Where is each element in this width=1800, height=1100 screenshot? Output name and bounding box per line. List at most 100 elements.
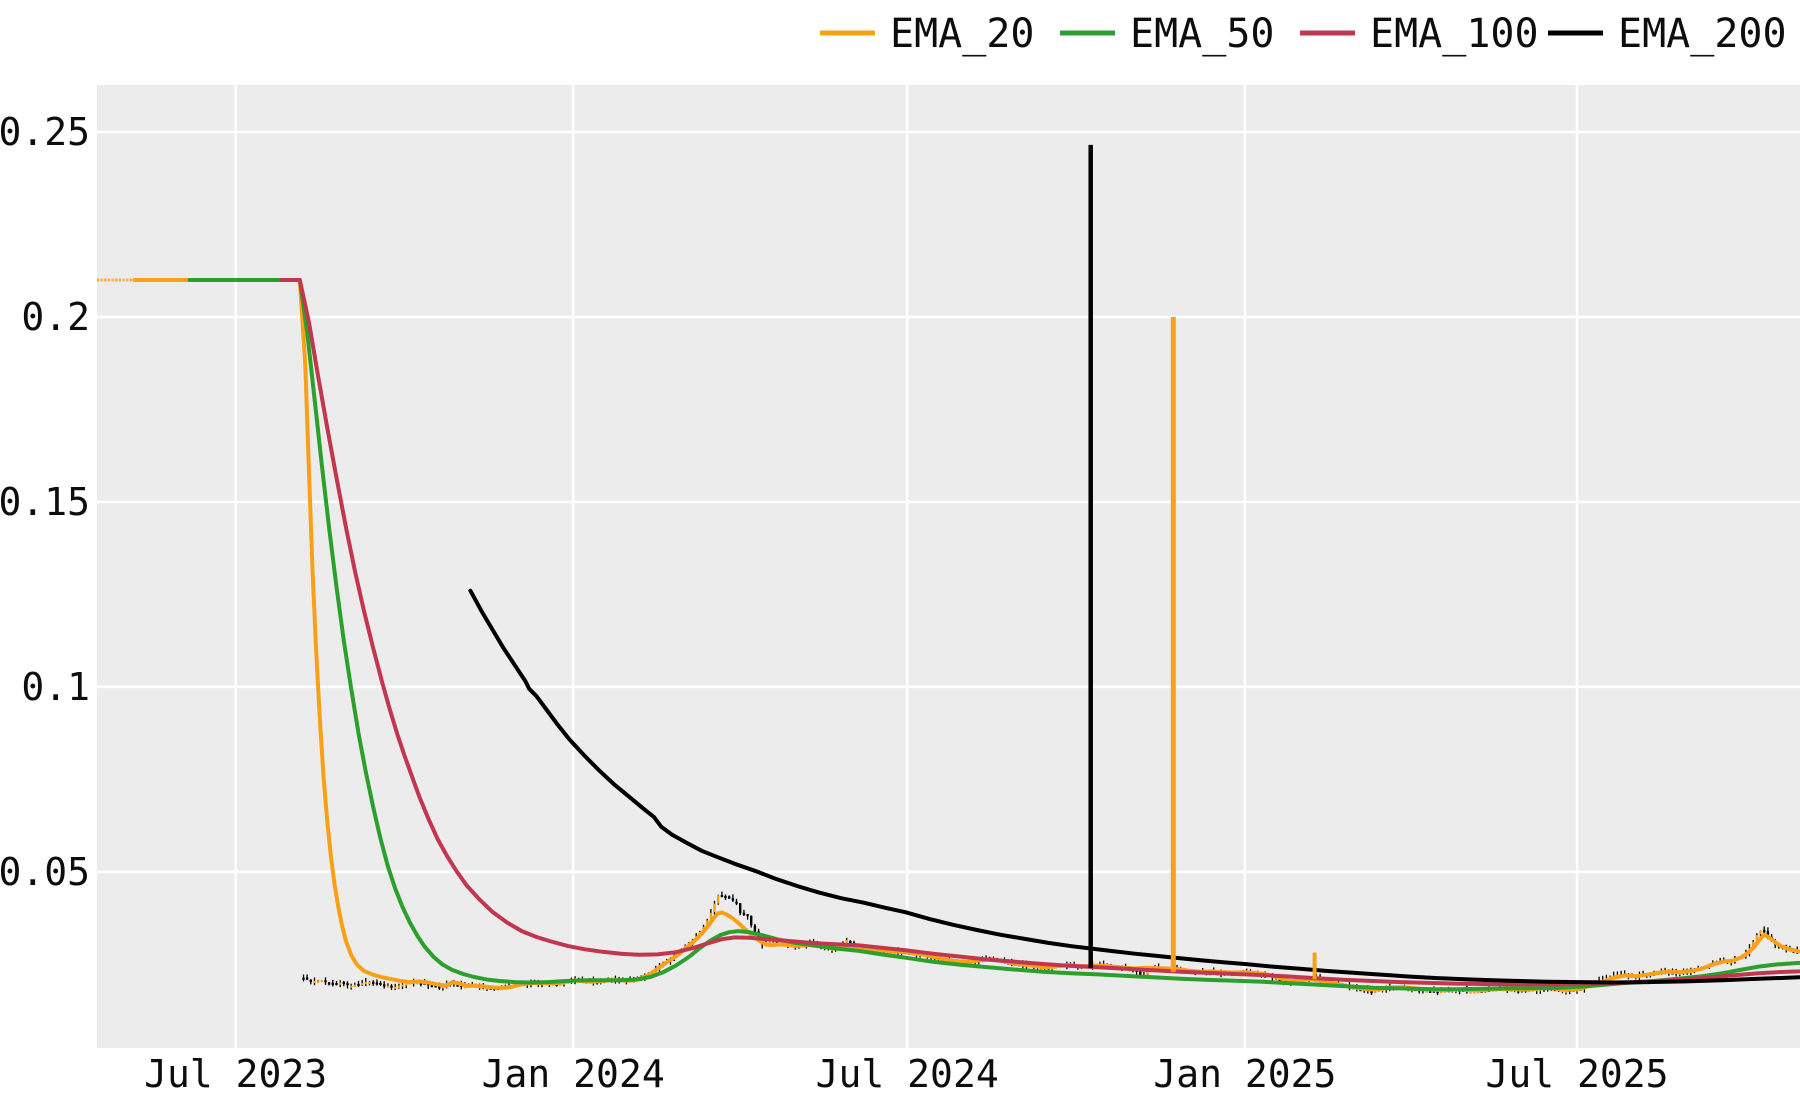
candle-body	[713, 903, 716, 913]
candle-body	[849, 940, 852, 944]
candle-body	[1755, 935, 1759, 942]
x-tick-label: Jul 2023	[144, 1052, 327, 1096]
candle-body	[1278, 979, 1281, 982]
candle-body	[750, 915, 753, 926]
candle-body	[456, 984, 459, 987]
candle-body	[331, 982, 334, 985]
candle-body	[746, 914, 749, 917]
candle	[115, 278, 118, 282]
candle-body	[1374, 990, 1377, 994]
candle-body	[1370, 991, 1373, 994]
candle	[107, 278, 111, 282]
candle-body	[361, 983, 364, 986]
candle	[129, 278, 133, 282]
candle-body	[739, 903, 742, 914]
y-tick-label: 0.05	[0, 850, 90, 894]
candle-body	[731, 898, 735, 901]
candle-body	[438, 986, 441, 989]
legend-label-ema20: EMA_20	[890, 11, 1035, 57]
x-tick-label: Jul 2024	[816, 1052, 999, 1096]
candle	[100, 278, 103, 282]
candle-body	[342, 981, 345, 985]
candle-body	[324, 980, 327, 983]
legend: EMA_20 EMA_50 EMA_100 EMA_200	[820, 11, 1787, 57]
candle-body	[350, 985, 353, 988]
candle-body	[372, 981, 375, 984]
candle-body	[1766, 931, 1770, 938]
candle-body	[720, 895, 724, 898]
ema_200-line	[468, 588, 1800, 985]
candle-body	[397, 985, 401, 988]
plot-background	[97, 85, 1800, 1048]
candle-body	[434, 985, 437, 988]
legend-label-ema50: EMA_50	[1130, 11, 1275, 57]
candle-body	[1752, 941, 1755, 948]
candle-body	[728, 896, 731, 899]
candle-body	[320, 979, 323, 983]
candle-body	[390, 985, 393, 988]
candle-body	[405, 983, 408, 986]
candle	[97, 278, 100, 282]
candle	[126, 278, 129, 282]
spike-marks	[1088, 144, 1317, 980]
candle-body	[379, 982, 382, 985]
candle-body	[357, 983, 360, 987]
candle-body	[1040, 967, 1043, 970]
candle-body	[364, 981, 367, 985]
ema_100-line	[279, 278, 1800, 987]
candle-body	[302, 977, 305, 980]
x-axis-tick-labels: Jul 2023 Jan 2024 Jul 2024 Jan 2025 Jul 2025	[144, 1052, 1668, 1096]
candle-body	[1473, 991, 1476, 994]
candle-body	[383, 984, 386, 987]
candle-body	[386, 985, 390, 988]
candle	[111, 278, 114, 282]
candle-body	[706, 920, 709, 926]
candle-body	[735, 901, 738, 904]
candle-body	[1436, 991, 1439, 994]
legend-label-ema100: EMA_100	[1370, 11, 1539, 57]
candle-body	[1759, 930, 1762, 935]
candle-body	[346, 983, 349, 986]
candle-body	[1440, 991, 1443, 994]
legend-label-ema200: EMA_200	[1618, 11, 1787, 57]
candle-body	[1763, 929, 1766, 933]
x-tick-label: Jan 2025	[1153, 1052, 1336, 1096]
y-tick-label: 0.25	[0, 110, 90, 154]
candle-body	[316, 980, 320, 983]
candle-body	[368, 981, 371, 984]
candle-body	[724, 895, 727, 899]
candle-body	[394, 986, 397, 989]
y-tick-label: 0.1	[21, 665, 90, 709]
candle-body	[419, 982, 423, 985]
candle-body	[339, 982, 342, 985]
y-tick-label: 0.15	[0, 480, 90, 524]
candle-body	[1146, 970, 1149, 975]
candle-body	[845, 940, 848, 945]
y-axis-tick-labels: 0.25 0.2 0.15 0.1 0.05	[0, 110, 90, 894]
x-tick-label: Jan 2024	[482, 1052, 665, 1096]
candle-body	[401, 984, 404, 987]
candle	[118, 278, 122, 282]
candle-body	[717, 895, 720, 904]
candle	[104, 278, 107, 282]
candle-body	[1425, 990, 1428, 993]
candle-body	[709, 913, 713, 920]
ema-line-series	[132, 278, 1800, 993]
candle-body	[327, 982, 331, 985]
candle-body	[353, 984, 356, 987]
candle-body	[335, 983, 338, 986]
candle-body	[753, 925, 757, 933]
y-tick-label: 0.2	[21, 295, 90, 339]
candle-body	[742, 912, 746, 915]
candle-body	[430, 984, 434, 987]
candle-body	[1139, 970, 1142, 976]
candle-body	[305, 977, 309, 980]
candle	[122, 278, 125, 282]
candle-body	[313, 980, 316, 983]
candle-body	[309, 979, 312, 982]
gridlines	[97, 85, 1800, 1048]
candle-body	[1429, 990, 1432, 993]
candle-body	[1469, 991, 1472, 994]
